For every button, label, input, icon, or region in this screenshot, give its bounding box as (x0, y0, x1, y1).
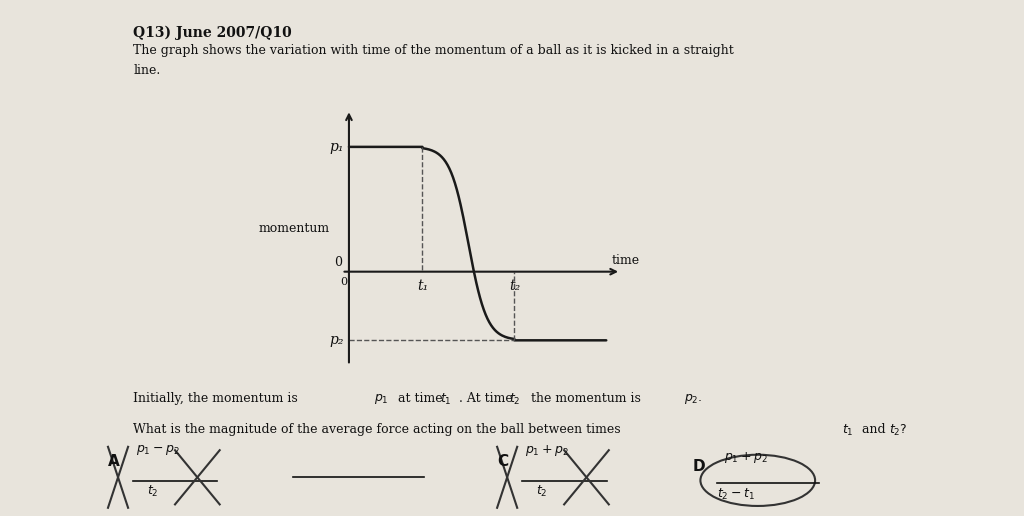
Text: $t_2$?: $t_2$? (889, 423, 907, 438)
Text: momentum: momentum (258, 221, 330, 234)
Text: $t_1$: $t_1$ (440, 392, 452, 407)
Text: C: C (497, 454, 508, 469)
Text: $t_1$: $t_1$ (842, 423, 853, 438)
Text: D: D (692, 459, 705, 474)
Text: p₂: p₂ (329, 333, 343, 347)
Text: time: time (611, 254, 640, 267)
Text: p₁: p₁ (329, 140, 343, 154)
Text: 0: 0 (340, 277, 347, 287)
Text: Initially, the momentum is: Initially, the momentum is (133, 392, 302, 405)
Text: the momentum is: the momentum is (527, 392, 645, 405)
Text: The graph shows the variation with time of the momentum of a ball as it is kicke: The graph shows the variation with time … (133, 44, 734, 57)
Text: t₂: t₂ (509, 279, 520, 293)
Text: $t_2$: $t_2$ (509, 392, 520, 407)
Text: . At time: . At time (459, 392, 516, 405)
Text: $p_2$.: $p_2$. (684, 392, 702, 406)
Text: A: A (108, 454, 120, 469)
Text: 0: 0 (334, 256, 342, 269)
Text: $t_2$: $t_2$ (147, 484, 159, 499)
Text: line.: line. (133, 64, 161, 77)
Text: What is the magnitude of the average force acting on the ball between times: What is the magnitude of the average for… (133, 423, 625, 436)
Text: $p_1 + p_2$: $p_1 + p_2$ (525, 443, 568, 458)
Text: and: and (858, 423, 890, 436)
Text: $p_1 + p_2$: $p_1 + p_2$ (724, 450, 767, 465)
Text: t₁: t₁ (417, 279, 428, 293)
Text: $t_2$: $t_2$ (537, 484, 548, 499)
Text: $t_2 - t_1$: $t_2 - t_1$ (717, 487, 755, 502)
Text: Q13) June 2007/Q10: Q13) June 2007/Q10 (133, 26, 292, 40)
Text: at time: at time (394, 392, 446, 405)
Text: $p_1 - p_2$: $p_1 - p_2$ (136, 443, 179, 457)
Text: $p_1$: $p_1$ (374, 392, 388, 406)
